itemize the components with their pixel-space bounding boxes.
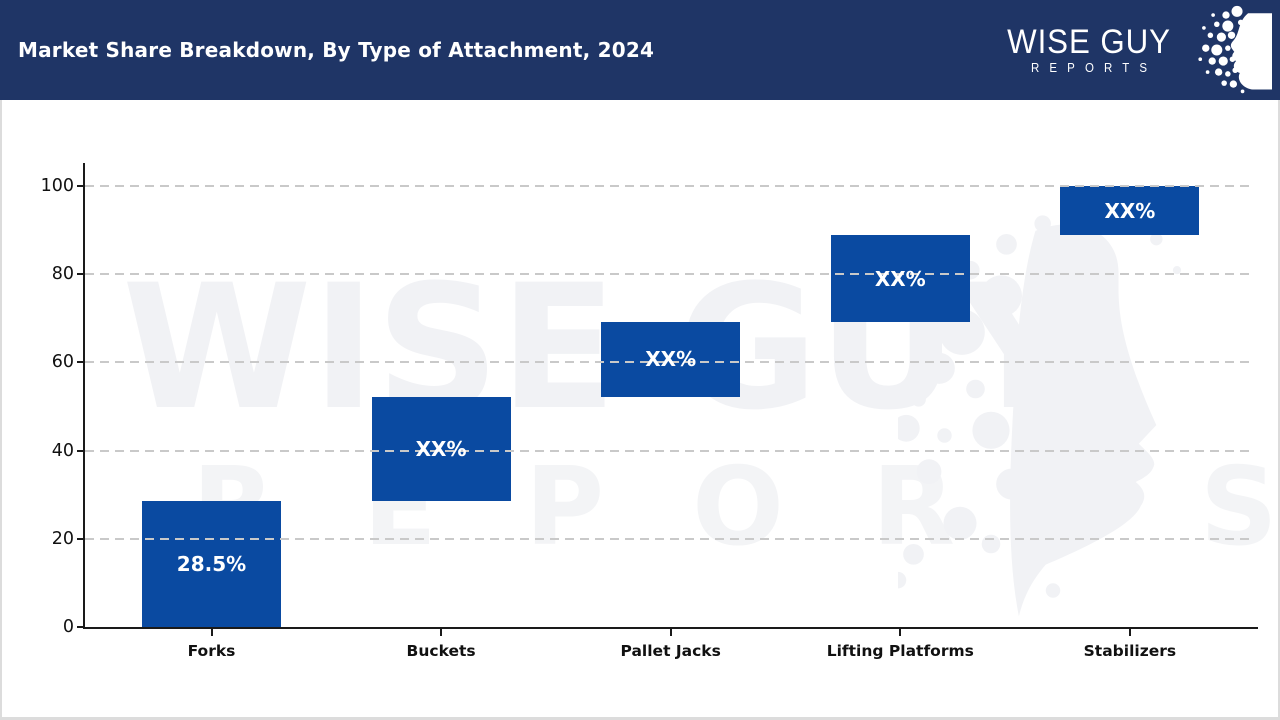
x-tick-stabilizers [1128,629,1131,636]
x-axis-category-label: Lifting Platforms [826,642,974,660]
x-axis-category-label: Stabilizers [1083,642,1177,660]
x-tick-pallet-jacks [669,629,672,636]
y-axis-tick-label: 80 [51,264,74,285]
x-axis-category-label: Pallet Jacks [620,642,721,660]
bar-lifting-platforms: XX% [830,235,970,322]
gridline-100 [85,185,1255,187]
x-axis-category-label: Forks [187,642,236,660]
x-tick-lifting-platforms [899,629,902,636]
wise-guy-reports-logo: WISE GUY REPORTS [1000,4,1280,96]
bar-value-label: XX% [645,347,697,372]
bar-buckets: XX% [371,396,511,502]
bar-value-label: XX% [1104,198,1156,223]
x-axis-line [83,627,1258,629]
logo-wordmark: WISE GUY [1007,23,1171,61]
y-axis-tick-label: 40 [51,440,74,461]
x-axis-category-label: Buckets [406,642,476,660]
watermark-subtext: REPORTS [192,445,1280,570]
y-tick-60 [77,361,84,364]
gridline-40 [85,449,1255,452]
dotted-head-logo-icon [1198,5,1272,94]
gridline-20 [85,537,1255,540]
y-axis-tick-label: 20 [51,528,74,549]
bar-stabilizers: XX% [1060,186,1200,236]
bar-pallet-jacks: XX% [601,321,741,397]
logo-text: WISE GUY REPORTS [1007,24,1171,76]
chart-title: Market Share Breakdown, By Type of Attac… [18,38,655,62]
bar-value-label: XX% [874,266,926,291]
y-tick-100 [77,185,84,187]
gridline-80 [85,273,1255,276]
y-axis-line [83,163,85,629]
x-tick-buckets [440,629,443,636]
bar-value-label: 28.5% [176,552,247,577]
y-tick-80 [77,273,84,276]
bar-value-label: XX% [415,437,467,462]
y-axis-tick-label: 0 [62,617,74,637]
chart-canvas: WISE GUY REPORTS 28.5% XX% XX% XX% XX% 0 20 40 6… [0,100,1280,720]
logo-subtext: REPORTS [1030,61,1158,75]
bar-forks: 28.5% [142,501,281,627]
x-tick-forks [210,629,213,636]
y-axis-tick-label: 100 [40,176,74,196]
y-axis-tick-label: 60 [51,352,74,373]
header-bar: Market Share Breakdown, By Type of Attac… [0,0,1280,100]
y-tick-40 [77,449,84,452]
gridline-60 [85,361,1255,364]
y-tick-20 [77,537,84,540]
y-tick-0 [77,626,84,628]
